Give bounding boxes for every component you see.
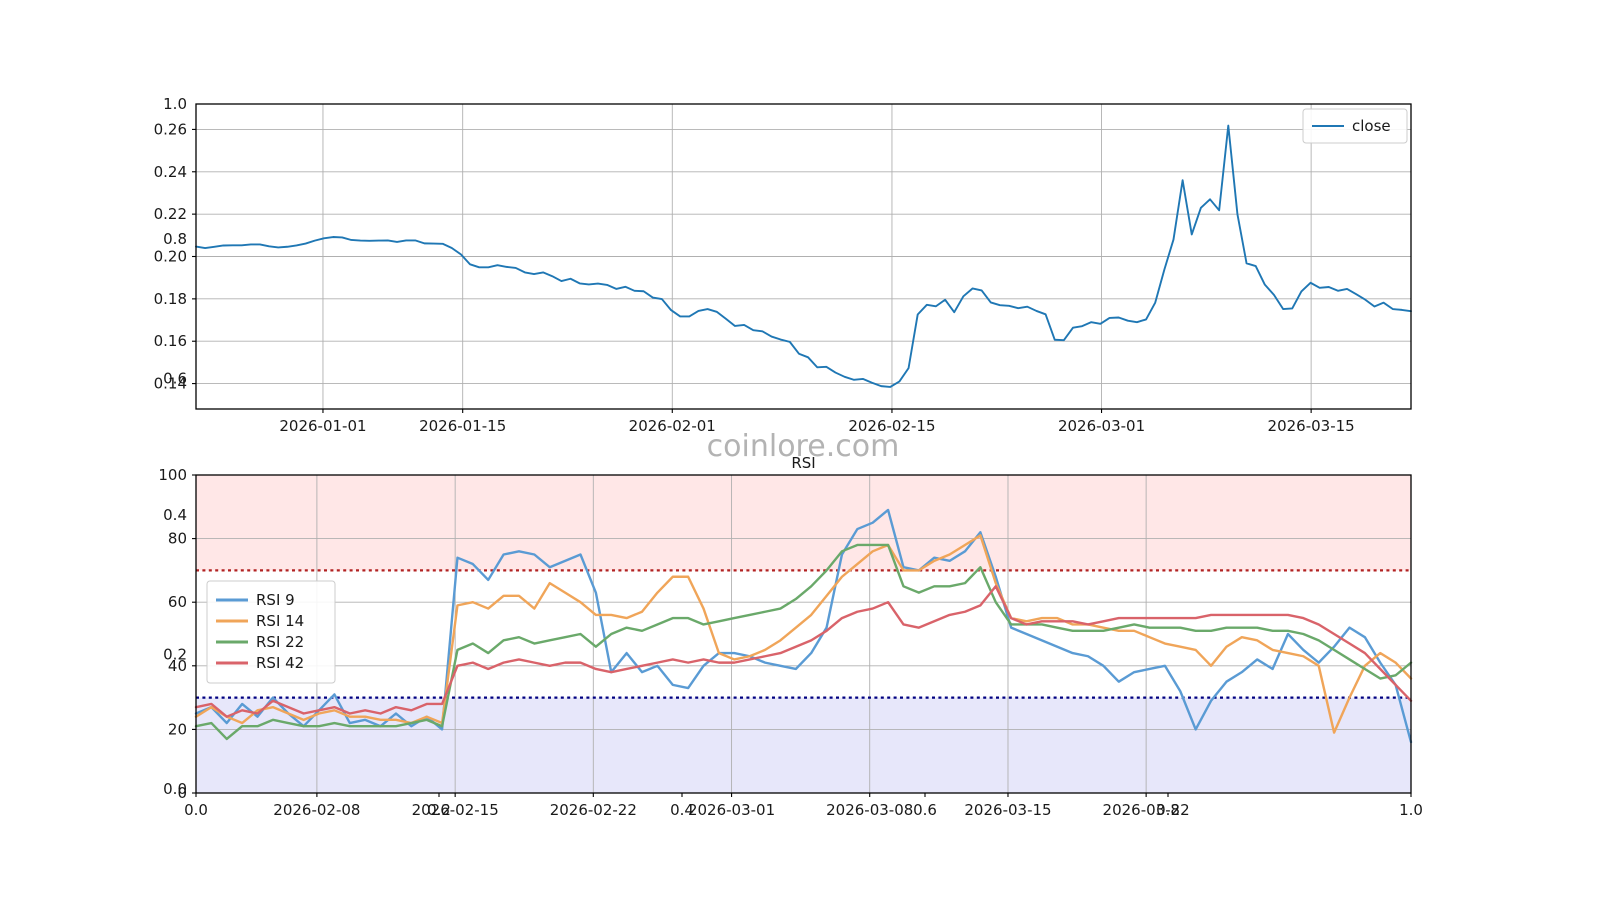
close-series-line — [195, 124, 1412, 388]
rsi-ytick-label: 80 — [168, 530, 187, 548]
rsi-ytick-label: 100 — [158, 466, 187, 484]
rsi-secondary-xtick-label: 0.0 — [184, 801, 208, 819]
price-ytick-label: 0.20 — [154, 248, 187, 266]
price-ytick-label: 0.24 — [154, 163, 187, 181]
price-ytick-label: 0.16 — [154, 332, 187, 350]
rsi-xtick-label: 2026-03-08 — [826, 801, 913, 819]
rsi-legend-label-2: RSI 22 — [256, 633, 304, 651]
watermark: coinlore.com — [707, 429, 900, 464]
rsi-secondary-xtick-label: 0.4 — [670, 801, 694, 819]
price-ytick-label: 0.14 — [154, 375, 187, 393]
rsi-ytick-label: 20 — [168, 720, 187, 738]
rsi-series-line-3 — [194, 585, 1413, 718]
rsi-ytick-label: 0 — [177, 784, 187, 802]
rsi-xtick-label: 2026-02-15 — [412, 801, 499, 819]
price-xtick-label: 2026-01-15 — [419, 417, 506, 435]
rsi-xtick-label: 2026-03-01 — [688, 801, 775, 819]
rsi-legend-label-1: RSI 14 — [256, 612, 304, 630]
rsi-series-line-2 — [194, 543, 1413, 741]
rsi-series-line-1 — [194, 534, 1413, 734]
rsi-secondary-xtick-label: 0.6 — [913, 801, 937, 819]
rsi-secondary-xtick-label: 1.0 — [1399, 801, 1423, 819]
rsi-series-line-0 — [194, 508, 1413, 744]
rsi-ytick-label: 40 — [168, 657, 187, 675]
price-xtick-label: 2026-03-15 — [1268, 417, 1355, 435]
rsi-title: RSI — [791, 454, 815, 472]
rsi-xtick-label: 2026-02-08 — [273, 801, 360, 819]
price-ytick-label: 0.26 — [154, 120, 187, 138]
price-xtick-label: 2026-02-01 — [629, 417, 716, 435]
rsi-legend-label-3: RSI 42 — [256, 654, 304, 672]
rsi-ytick-label: 60 — [168, 593, 187, 611]
price-xtick-label: 2026-01-01 — [279, 417, 366, 435]
rsi-secondary-xtick-label: 0.8 — [1156, 801, 1180, 819]
rsi-legend: RSI 9 RSI 14 RSI 22 RSI 42 — [206, 580, 336, 684]
rsi-secondary-ytick-label: 0.4 — [163, 506, 187, 524]
price-xtick-label: 2026-03-01 — [1058, 417, 1145, 435]
rsi-secondary-xtick-label: 0.2 — [427, 801, 451, 819]
price-panel: 0.14 0.16 0.18 0.20 0.22 0.24 0.26 1.0 0.8 0.6 202… — [154, 95, 1412, 435]
rsi-legend-box — [206, 580, 336, 684]
overbought-band — [196, 475, 1411, 571]
price-axes-spine — [195, 103, 1412, 410]
price-legend-box — [1302, 108, 1408, 144]
rsi-secondary-ytick-label: 0.0 — [163, 780, 187, 798]
price-secondary-ytick-label: 1.0 — [163, 95, 187, 113]
rsi-legend-label-0: RSI 9 — [256, 591, 295, 609]
price-ytick-label: 0.18 — [154, 290, 187, 308]
price-secondary-ytick-label: 0.6 — [163, 370, 187, 388]
rsi-secondary-ytick-label: 0.2 — [163, 646, 187, 664]
rsi-xtick-label: 2026-03-22 — [1103, 801, 1190, 819]
price-legend-label: close — [1352, 117, 1391, 135]
rsi-xtick-label: 2026-03-15 — [964, 801, 1051, 819]
price-legend: close — [1302, 108, 1408, 144]
rsi-xtick-label: 2026-02-22 — [550, 801, 637, 819]
price-xtick-label: 2026-02-15 — [848, 417, 935, 435]
oversold-band — [196, 697, 1411, 793]
rsi-axes-spine — [195, 474, 1412, 794]
price-secondary-ytick-label: 0.8 — [163, 230, 187, 248]
rsi-panel: 0 20 40 60 80 100 0.0 0.2 0.4 2026-02-08 2026-02-1… — [158, 454, 1423, 819]
price-ytick-label: 0.22 — [154, 205, 187, 223]
